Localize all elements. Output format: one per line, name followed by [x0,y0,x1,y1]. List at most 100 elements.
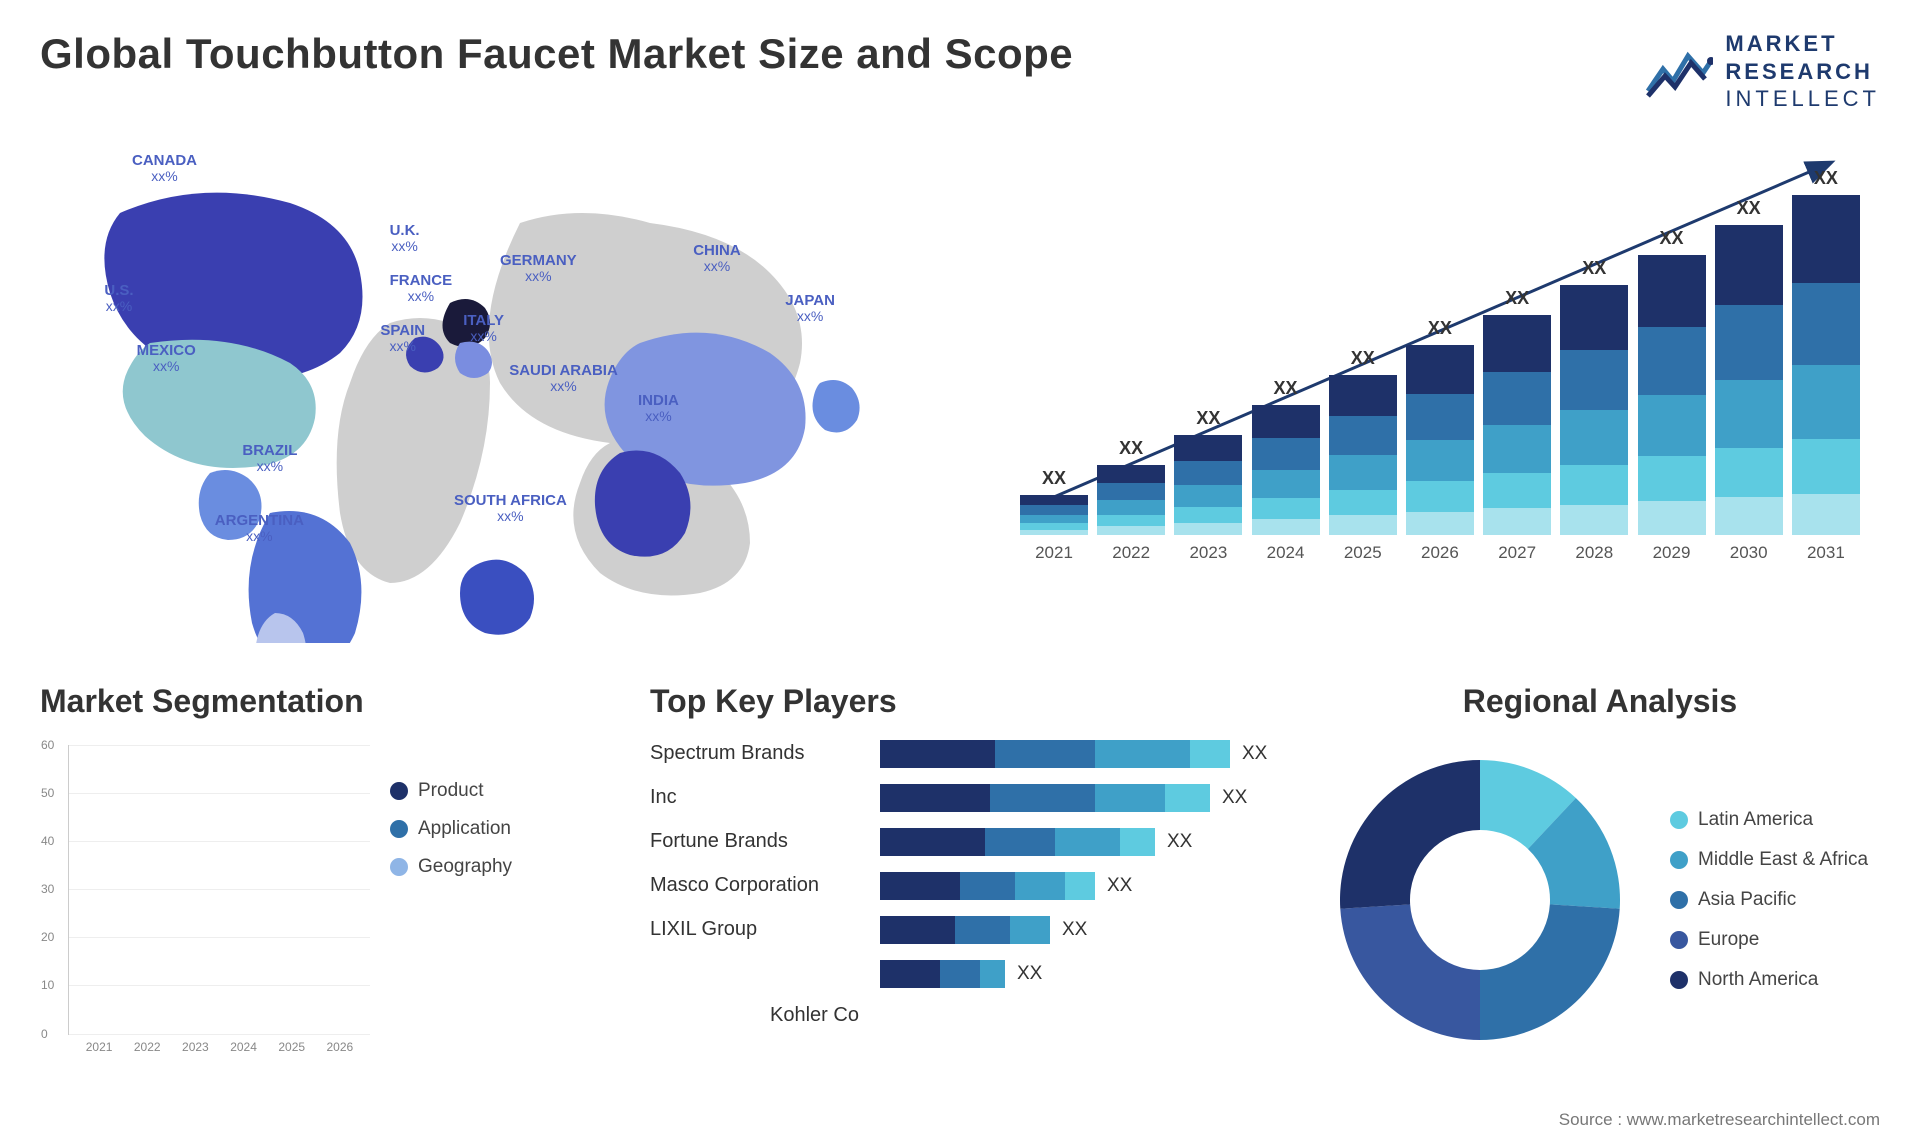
keyplayer-row: LIXIL Group XX [650,916,1280,944]
legend-item: Product [390,780,512,802]
top-row: CANADAxx%U.S.xx%MEXICOxx%BRAZILxx%ARGENT… [40,143,1880,643]
forecast-bar [1792,195,1860,535]
forecast-year: 2025 [1344,543,1382,563]
forecast-column: XX2030 [1715,198,1783,563]
keyplayer-name: LIXIL Group [650,918,880,941]
forecast-value: XX [1659,228,1683,249]
forecast-column: XX 2023 [1174,408,1242,563]
forecast-year: 2021 [1035,543,1073,563]
regional-donut [1320,740,1640,1060]
keyplayer-value: XX [1107,875,1132,897]
source-label: Source : www.marketresearchintellect.com [1559,1110,1880,1130]
segmentation-chart: 0102030405060202120222023202420252026 [40,740,370,1060]
logo-line1: MARKET [1725,30,1880,58]
legend-item: Europe [1670,929,1868,951]
keyplayer-bar [880,740,1230,768]
forecast-bar [1174,435,1242,535]
legend-item: North America [1670,969,1868,991]
forecast-column: XX2028 [1560,258,1628,563]
forecast-bar [1483,315,1551,535]
seg-year: 2026 [327,1040,354,1054]
map-label: ARGENTINAxx% [215,513,304,545]
forecast-column: XX 2021 [1020,468,1088,563]
seg-year: 2022 [134,1040,161,1054]
forecast-column: XX 2022 [1097,438,1165,563]
keyplayers-extra: Kohler Co [770,1004,1290,1027]
forecast-value: XX [1119,438,1143,459]
forecast-bar [1097,465,1165,535]
legend-item: Latin America [1670,809,1868,831]
forecast-year: 2028 [1575,543,1613,563]
map-label: BRAZILxx% [242,443,297,475]
keyplayer-bar [880,828,1155,856]
keyplayer-name: Masco Corporation [650,874,880,897]
donut-slice [1340,760,1480,909]
seg-year: 2023 [182,1040,209,1054]
forecast-value: XX [1505,288,1529,309]
keyplayer-name: Inc [650,786,880,809]
forecast-year: 2029 [1653,543,1691,563]
logo-line3: INTELLECT [1725,85,1880,113]
forecast-year: 2030 [1730,543,1768,563]
keyplayer-row: IncXX [650,784,1280,812]
regional-title: Regional Analysis [1320,683,1880,720]
forecast-column: XX 2025 [1329,348,1397,563]
legend-item: Middle East & Africa [1670,849,1868,871]
map-label: INDIAxx% [638,393,679,425]
segmentation-panel: Market Segmentation 01020304050602021202… [40,683,620,1060]
brand-logo: MARKET RESEARCH INTELLECT [1643,30,1880,113]
forecast-column: XX 2024 [1252,378,1320,563]
map-label: GERMANYxx% [500,253,577,285]
forecast-bar [1252,405,1320,535]
logo-line2: RESEARCH [1725,58,1880,86]
forecast-bar [1020,495,1088,535]
forecast-year: 2031 [1807,543,1845,563]
forecast-bar [1406,345,1474,535]
forecast-bar [1638,255,1706,535]
forecast-year: 2024 [1267,543,1305,563]
keyplayer-value: XX [1242,743,1267,765]
keyplayer-row: Spectrum Brands XX [650,740,1280,768]
forecast-value: XX [1274,378,1298,399]
forecast-value: XX [1428,318,1452,339]
forecast-column: XX 2026 [1406,318,1474,563]
keyplayer-name: Spectrum Brands [650,742,880,765]
keyplayer-bar [880,960,1005,988]
keyplayer-row: Masco Corporation XX [650,872,1280,900]
forecast-year: 2023 [1189,543,1227,563]
legend-item: Geography [390,856,512,878]
keyplayer-value: XX [1017,963,1042,985]
keyplayer-bar [880,784,1210,812]
forecast-year: 2022 [1112,543,1150,563]
map-svg [40,143,960,643]
forecast-value: XX [1196,408,1220,429]
world-map: CANADAxx%U.S.xx%MEXICOxx%BRAZILxx%ARGENT… [40,143,960,643]
map-label: U.S.xx% [104,283,133,315]
seg-year: 2024 [230,1040,257,1054]
keyplayer-value: XX [1062,919,1087,941]
seg-year: 2025 [278,1040,305,1054]
forecast-value: XX [1814,168,1838,189]
forecast-bar [1715,225,1783,535]
forecast-value: XX [1042,468,1066,489]
map-label: JAPANxx% [785,293,835,325]
forecast-year: 2026 [1421,543,1459,563]
map-label: SAUDI ARABIAxx% [509,363,618,395]
keyplayer-bar [880,916,1050,944]
map-label: SPAINxx% [380,323,425,355]
keyplayers-title: Top Key Players [650,683,1290,720]
logo-icon [1643,41,1713,101]
map-label: FRANCExx% [390,273,453,305]
map-label: CANADAxx% [132,153,197,185]
donut-slice [1480,904,1620,1040]
keyplayer-bar [880,872,1095,900]
keyplayers-panel: Top Key Players Spectrum BrandsXXIncXXFo… [650,683,1290,1060]
map-label: ITALYxx% [463,313,504,345]
donut-slice [1340,904,1480,1040]
keyplayer-value: XX [1167,831,1192,853]
bottom-row: Market Segmentation 01020304050602021202… [40,683,1880,1060]
legend-item: Asia Pacific [1670,889,1868,911]
keyplayer-row: XX [650,960,1280,988]
forecast-year: 2027 [1498,543,1536,563]
forecast-value: XX [1351,348,1375,369]
